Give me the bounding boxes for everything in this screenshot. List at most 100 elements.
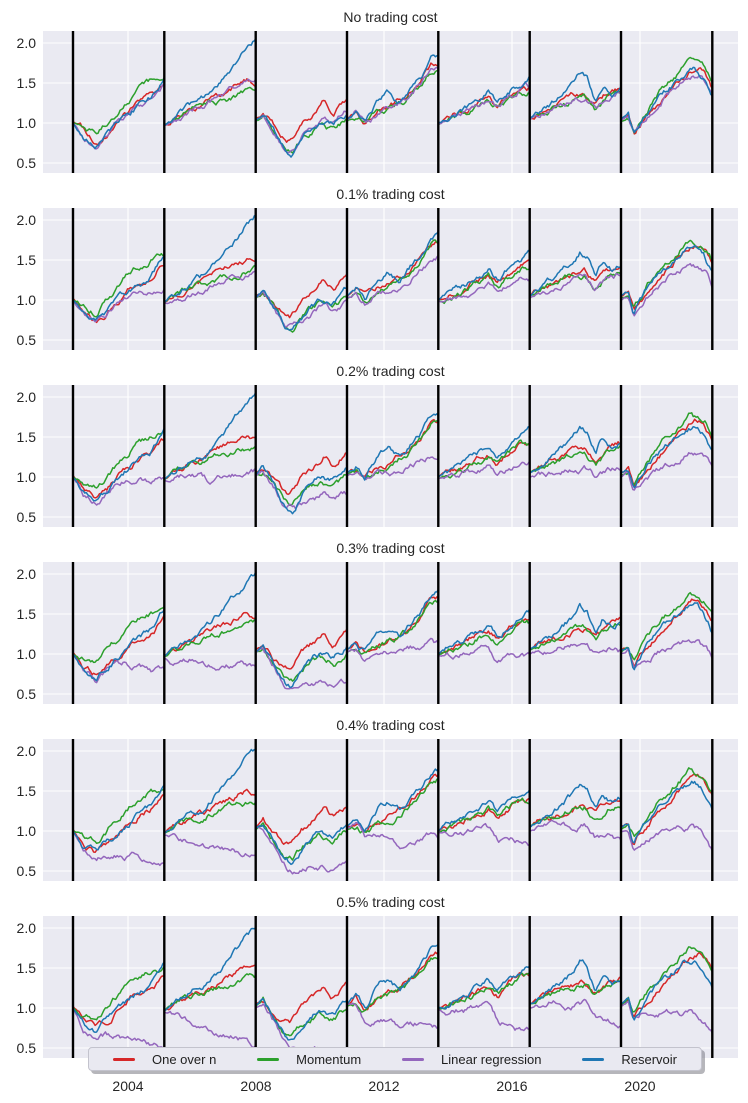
series-line-linear-regression bbox=[437, 459, 531, 480]
y-tick-label: 2.0 bbox=[16, 389, 36, 405]
series-line-linear-regression bbox=[254, 647, 348, 690]
series-line-linear-regression bbox=[620, 452, 714, 491]
series-line-linear-regression bbox=[528, 642, 622, 656]
series-line-reservoir bbox=[163, 391, 257, 481]
series-line-momentum bbox=[72, 965, 166, 1021]
series-line-reservoir bbox=[528, 251, 622, 297]
series-line-one-over-n bbox=[437, 85, 531, 124]
series-line-reservoir bbox=[254, 644, 348, 689]
subplot-title-no-trading-cost: No trading cost bbox=[343, 9, 438, 25]
plot-background bbox=[43, 562, 738, 704]
y-tick-label: 2.0 bbox=[16, 35, 36, 51]
series-line-reservoir bbox=[346, 588, 440, 651]
series-line-linear-regression bbox=[437, 81, 531, 125]
series-line-linear-regression bbox=[346, 1002, 440, 1029]
x-tick-label: 2016 bbox=[496, 1078, 528, 1094]
series-line-reservoir bbox=[437, 74, 531, 124]
series-line-reservoir bbox=[163, 571, 257, 658]
series-line-reservoir bbox=[437, 788, 531, 832]
series-line-one-over-n bbox=[346, 241, 440, 297]
y-tick-label: 1.5 bbox=[16, 783, 36, 799]
series-line-linear-regression bbox=[437, 276, 531, 303]
series-line-linear-regression bbox=[163, 467, 257, 485]
y-tick-label: 1.0 bbox=[16, 646, 36, 662]
legend-line-swatch-momentum bbox=[257, 1057, 280, 1061]
subplot-title-0-5-trading-cost: 0.5% trading cost bbox=[336, 894, 445, 910]
series-line-reservoir bbox=[528, 425, 622, 474]
series-line-one-over-n bbox=[72, 264, 166, 324]
y-tick-label: 1.5 bbox=[16, 252, 36, 268]
series-line-reservoir bbox=[346, 413, 440, 481]
y-tick-label: 1.5 bbox=[16, 960, 36, 976]
series-line-linear-regression bbox=[346, 254, 440, 306]
series-line-reservoir bbox=[254, 823, 348, 866]
y-tick-label: 2.0 bbox=[16, 212, 36, 228]
series-line-one-over-n bbox=[72, 975, 166, 1027]
y-tick-label: 0.5 bbox=[16, 155, 36, 171]
series-line-linear-regression bbox=[254, 470, 348, 510]
series-line-linear-regression bbox=[528, 465, 622, 479]
y-tick-label: 0.5 bbox=[16, 332, 36, 348]
series-line-linear-regression bbox=[437, 644, 531, 664]
series-line-one-over-n bbox=[163, 257, 257, 304]
y-tick-label: 1.0 bbox=[16, 115, 36, 131]
series-line-one-over-n bbox=[528, 616, 622, 651]
series-line-reservoir bbox=[163, 38, 257, 127]
series-line-linear-regression bbox=[528, 272, 622, 300]
series-line-momentum bbox=[346, 956, 440, 1013]
series-line-linear-regression bbox=[528, 998, 622, 1029]
plot-background bbox=[43, 208, 738, 350]
series-line-reservoir bbox=[72, 961, 166, 1034]
series-line-momentum bbox=[72, 788, 166, 845]
series-line-reservoir bbox=[528, 71, 622, 120]
subplot-0-1-trading-cost bbox=[43, 208, 738, 350]
series-line-momentum bbox=[346, 598, 440, 655]
subplot-0-2-trading-cost bbox=[43, 385, 738, 527]
series-line-reservoir bbox=[437, 425, 531, 478]
series-line-linear-regression bbox=[346, 637, 440, 662]
series-line-momentum bbox=[528, 979, 622, 1005]
series-line-linear-regression bbox=[346, 66, 440, 124]
subplot-no-trading-cost bbox=[43, 31, 738, 173]
series-line-linear-regression bbox=[620, 823, 714, 852]
y-tick-label: 1.0 bbox=[16, 1000, 36, 1016]
legend-label: Reservoir bbox=[621, 1051, 677, 1067]
series-line-linear-regression bbox=[163, 270, 257, 305]
series-line-linear-regression bbox=[72, 830, 166, 867]
series-line-momentum bbox=[620, 767, 714, 838]
series-line-reservoir bbox=[620, 602, 714, 671]
series-line-reservoir bbox=[620, 959, 714, 1021]
series-line-momentum bbox=[528, 443, 622, 474]
subplot-title-0-2-trading-cost: 0.2% trading cost bbox=[336, 363, 445, 379]
series-line-linear-regression bbox=[72, 1007, 166, 1050]
series-line-reservoir bbox=[346, 54, 440, 121]
series-line-one-over-n bbox=[528, 87, 622, 120]
legend-item-linear-regression: Linear regression bbox=[402, 1052, 542, 1067]
series-line-linear-regression bbox=[620, 262, 714, 317]
series-line-one-over-n bbox=[254, 97, 348, 143]
y-tick-label: 0.5 bbox=[16, 509, 36, 525]
series-line-linear-regression bbox=[72, 476, 166, 506]
series-line-momentum bbox=[163, 264, 257, 304]
subplot-0-4-trading-cost bbox=[43, 739, 738, 881]
series-line-reservoir bbox=[163, 213, 257, 304]
series-line-momentum bbox=[346, 239, 440, 304]
series-line-reservoir bbox=[163, 926, 257, 1012]
series-line-reservoir bbox=[437, 249, 531, 301]
subplot-0-3-trading-cost bbox=[43, 562, 738, 704]
x-tick-label: 2004 bbox=[112, 1078, 144, 1094]
series-line-reservoir bbox=[254, 997, 348, 1041]
series-line-linear-regression bbox=[346, 821, 440, 850]
series-line-momentum bbox=[254, 822, 348, 861]
series-line-reservoir bbox=[254, 465, 348, 515]
legend-label: Momentum bbox=[296, 1051, 362, 1067]
y-tick-label: 0.5 bbox=[16, 686, 36, 702]
series-line-momentum bbox=[437, 797, 531, 834]
series-line-momentum bbox=[620, 946, 714, 1013]
legend: One over n Momentum Linear regression Reser… bbox=[88, 1047, 702, 1071]
series-line-linear-regression bbox=[163, 1010, 257, 1049]
series-line-linear-regression bbox=[528, 90, 622, 121]
series-line-reservoir bbox=[72, 608, 166, 682]
series-line-reservoir bbox=[437, 607, 531, 655]
